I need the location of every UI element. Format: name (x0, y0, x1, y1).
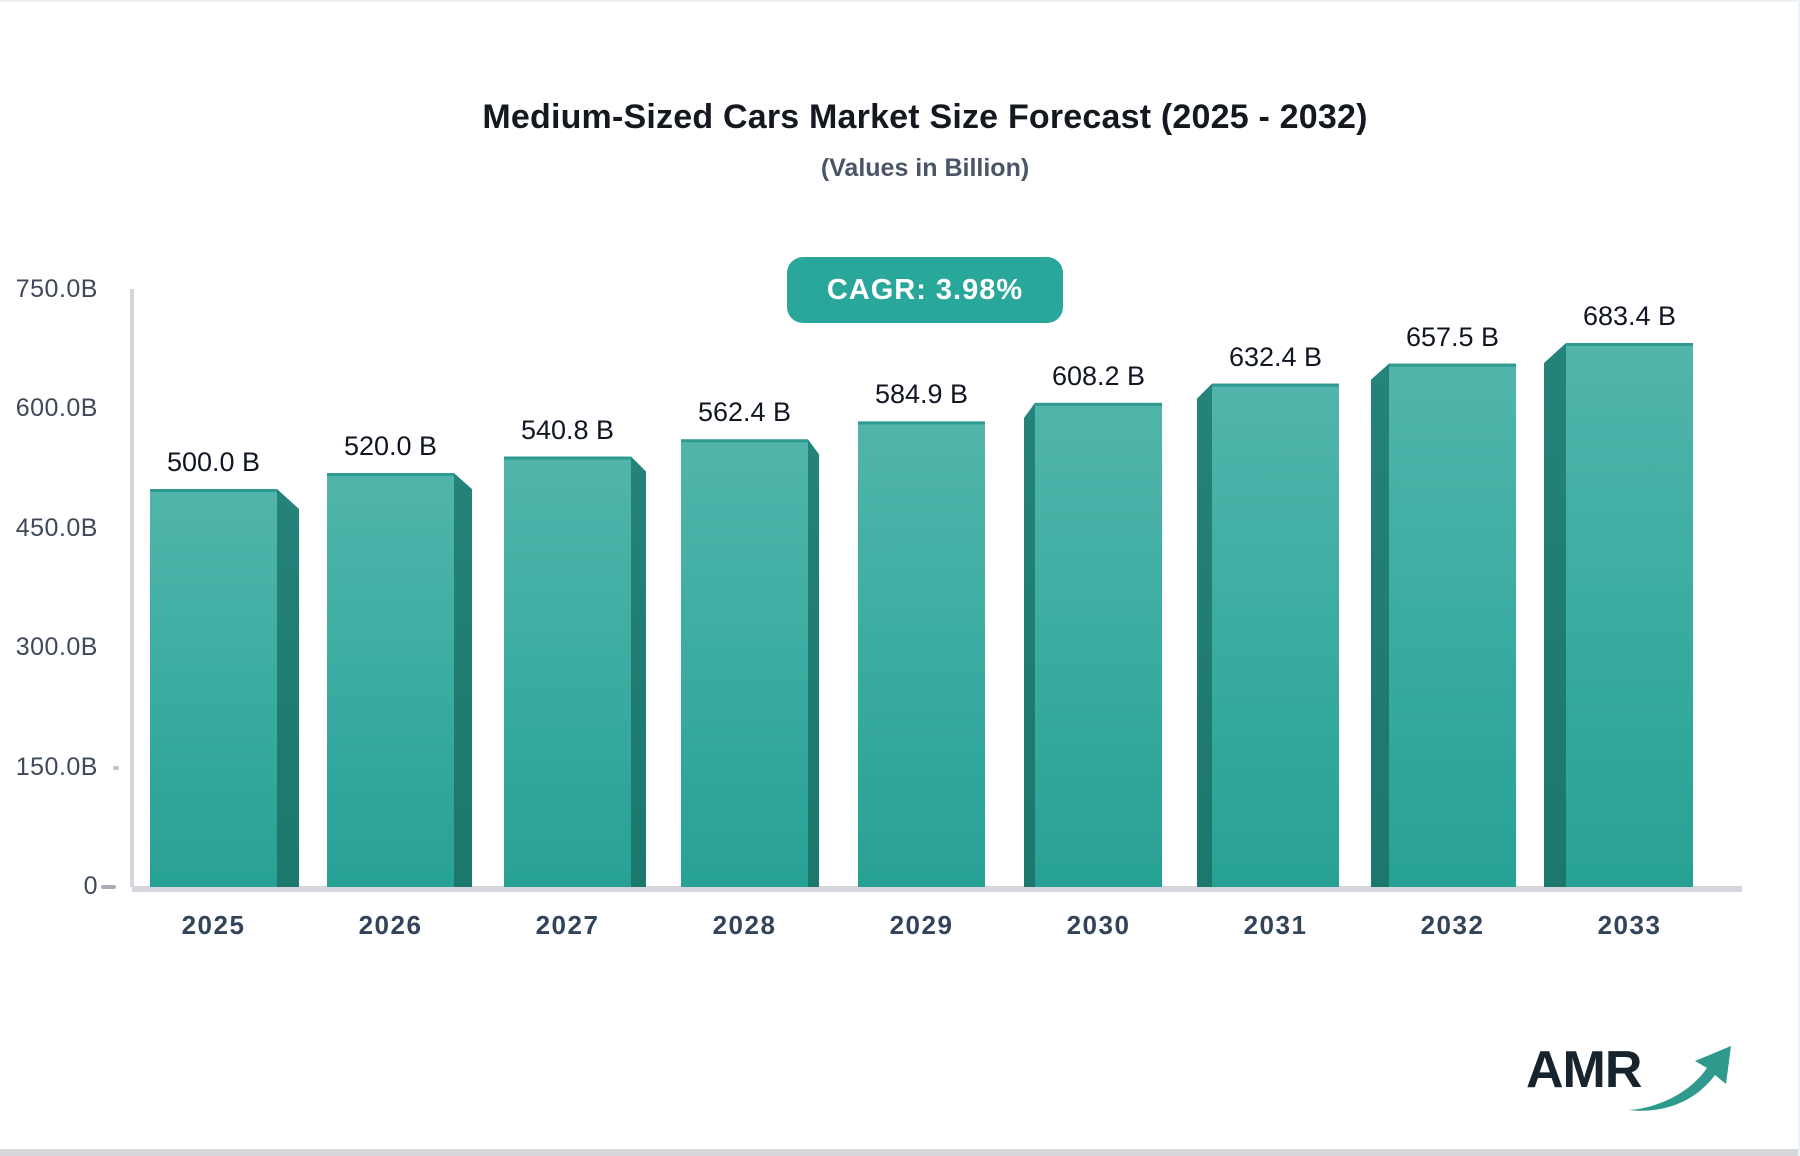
axis-tick-mark-0 (101, 885, 116, 889)
bar-2030[interactable] (1024, 402, 1162, 887)
bar-side-face (1024, 402, 1035, 887)
bar-front-face (150, 489, 277, 887)
amr-logo: AMR (1526, 1038, 1737, 1116)
bar-2033[interactable] (1544, 343, 1693, 887)
bar-2032[interactable] (1371, 363, 1516, 887)
bar-side-face (808, 439, 819, 887)
y-axis-tick-600.0B: 600.0B (15, 394, 98, 423)
bar-top-edge (150, 489, 277, 492)
bar-2025[interactable] (150, 489, 299, 887)
bottom-edge-strip (0, 1149, 1798, 1156)
bar-value-label: 520.0 B (343, 431, 438, 462)
bar-2031[interactable] (1197, 383, 1339, 887)
bar-top-edge (504, 456, 631, 460)
y-axis-tick-0: 0 (83, 872, 98, 900)
x-axis-label-2033: 2033 (1597, 910, 1662, 940)
bar-top-edge (327, 473, 454, 477)
bar-top-edge (681, 439, 808, 443)
bar-side-face (277, 489, 299, 887)
bar-value-label: 657.5 B (1405, 321, 1500, 352)
y-axis-tick-150.0B: 150.0B (15, 752, 98, 781)
bar-front-face (1035, 402, 1162, 887)
page-subtitle: (Values in Billion) (820, 154, 1030, 182)
x-axis-line (132, 886, 1742, 892)
amr-logo-text: AMR (1526, 1041, 1642, 1099)
bar-front-face (327, 473, 454, 887)
bar-value-label: 540.8 B (520, 414, 615, 445)
bar-front-face (858, 421, 985, 887)
y-axis-tick-300.0B: 300.0B (15, 633, 98, 662)
cagr-badge-label: CAGR: 3.98% (826, 273, 1024, 306)
bar-side-face (454, 473, 472, 887)
amr-logo-arrow-icon (1629, 1046, 1732, 1111)
bar-front-face (681, 439, 808, 887)
bar-front-face (1389, 363, 1516, 887)
bar-side-face (1544, 343, 1566, 887)
bar-side-face (1197, 383, 1212, 887)
page-title: Medium-Sized Cars Market Size Forecast (… (482, 98, 1368, 136)
bar-front-face (1566, 343, 1693, 887)
x-axis-label-2029: 2029 (889, 910, 954, 940)
bar-front-face (504, 456, 631, 887)
bar-top-edge (1035, 402, 1162, 406)
x-axis-label-2031: 2031 (1243, 910, 1308, 940)
axis-tick-mark-150 (113, 765, 119, 770)
bar-value-label: 632.4 B (1228, 341, 1323, 372)
x-axis-label-2032: 2032 (1420, 910, 1485, 940)
x-axis-label-2028: 2028 (712, 910, 777, 940)
bar-side-face (1371, 363, 1389, 887)
y-axis-line (130, 289, 134, 887)
bar-top-edge (1566, 343, 1693, 347)
bar-side-face (631, 456, 646, 887)
bar-top-edge (858, 421, 985, 425)
bar-value-label: 584.9 B (874, 379, 969, 410)
bar-2029[interactable] (858, 421, 985, 887)
bar-value-label: 562.4 B (697, 397, 792, 428)
bar-2026[interactable] (327, 473, 472, 887)
bar-value-label: 683.4 B (1582, 301, 1677, 331)
bar-2027[interactable] (504, 456, 646, 887)
x-axis-label-2027: 2027 (535, 910, 600, 940)
bar-top-edge (1212, 383, 1339, 387)
y-axis-tick-750.0B: 750.0B (15, 275, 98, 303)
x-axis-label-2030: 2030 (1066, 910, 1131, 940)
bar-value-label: 500.0 B (166, 447, 261, 477)
cagr-badge: CAGR: 3.98% (787, 257, 1063, 323)
bar-front-face (1212, 383, 1339, 887)
y-axis-tick-450.0B: 450.0B (15, 513, 98, 542)
bar-top-edge (1389, 363, 1516, 367)
bar-value-label: 608.2 B (1051, 360, 1146, 391)
x-axis-label-2025: 2025 (181, 910, 246, 940)
bar-2028[interactable] (681, 439, 819, 887)
x-axis-label-2026: 2026 (358, 910, 423, 940)
